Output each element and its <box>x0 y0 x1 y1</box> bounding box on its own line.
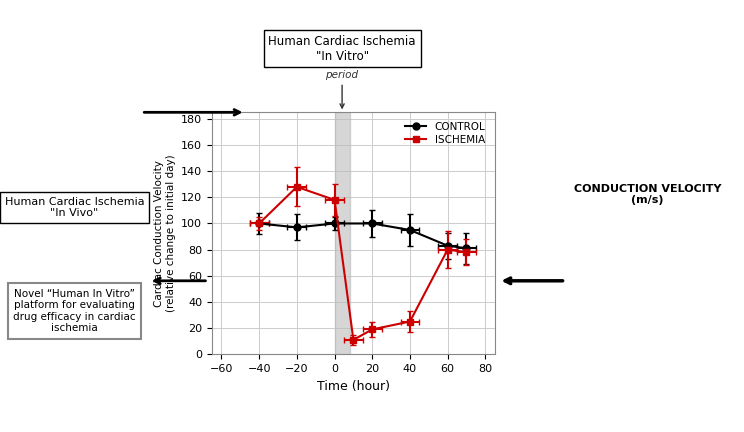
Text: Novel “Human In Vitro”
platform for evaluating
drug efficacy in cardiac
ischemia: Novel “Human In Vitro” platform for eval… <box>13 289 135 334</box>
Text: Ischemic
period: Ischemic period <box>319 58 365 108</box>
X-axis label: Time (hour): Time (hour) <box>317 380 390 393</box>
Text: Human Cardiac Ischemia
"In Vitro": Human Cardiac Ischemia "In Vitro" <box>269 35 416 63</box>
Legend: CONTROL, ISCHEMIA: CONTROL, ISCHEMIA <box>401 118 490 149</box>
Text: CONDUCTION VELOCITY
(m/s): CONDUCTION VELOCITY (m/s) <box>574 184 721 205</box>
Text: Human Cardiac Ischemia
"In Vivo": Human Cardiac Ischemia "In Vivo" <box>4 197 144 218</box>
Bar <box>335 112 350 354</box>
Y-axis label: Cardiac Conduction Velocity
(relative change to initial day): Cardiac Conduction Velocity (relative ch… <box>154 155 176 312</box>
